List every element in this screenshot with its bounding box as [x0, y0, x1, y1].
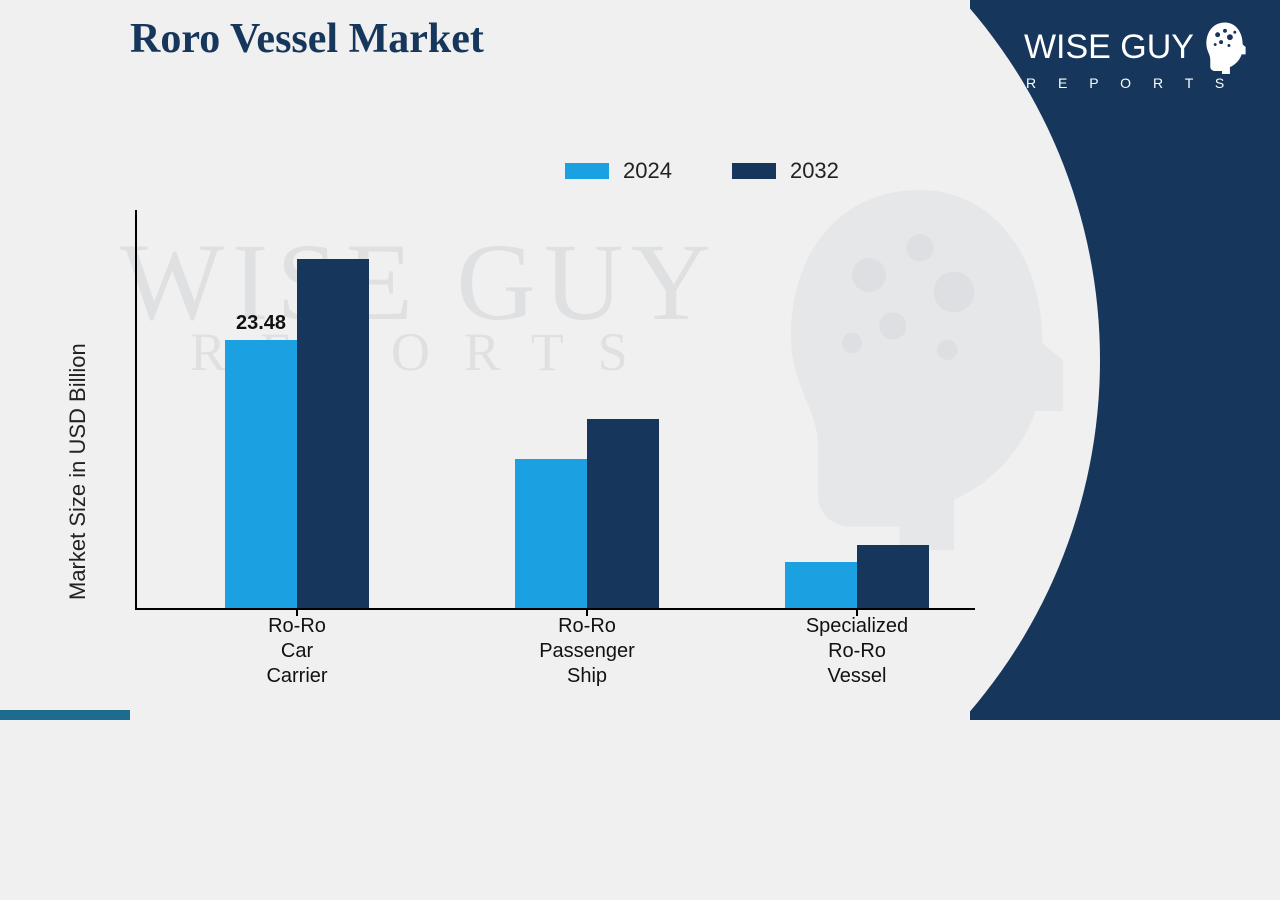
x-axis-label: Ro-Ro Passenger Ship — [497, 614, 677, 689]
brand-head-icon — [1200, 20, 1250, 74]
bar-group: Ro-Ro Passenger Ship — [507, 419, 667, 608]
brand-main-text: WISE GUY — [1024, 30, 1194, 64]
brand-sub-text: R E P O R T S — [1026, 76, 1250, 90]
x-axis-label: Specialized Ro-Ro Vessel — [767, 614, 947, 689]
legend: 2024 2032 — [565, 158, 839, 184]
page-root: WISE GUY REPORTS Roro Vessel Market WISE… — [0, 0, 1280, 720]
legend-swatch-2024 — [565, 163, 609, 179]
brand-logo: WISE GUY R E P O R T S — [1024, 20, 1250, 90]
plot-area: 23.48Ro-Ro Car Carrier Ro-Ro Passenger Sh… — [135, 210, 975, 610]
bar-group: Specialized Ro-Ro Vessel — [777, 545, 937, 608]
x-axis-label: Ro-Ro Car Carrier — [207, 614, 387, 689]
chart-title: Roro Vessel Market — [130, 15, 484, 63]
y-axis-label: Market Size in USD Billion — [65, 343, 91, 600]
bar-value-label: 23.48 — [225, 312, 297, 335]
bar-group: 23.48Ro-Ro Car Carrier — [217, 259, 377, 608]
bar — [515, 459, 587, 608]
chart-area: Market Size in USD Billion 2024 2032 23.… — [75, 160, 975, 690]
bar — [297, 259, 369, 608]
bar — [587, 419, 659, 608]
bar — [857, 545, 929, 608]
legend-item-2024: 2024 — [565, 158, 672, 184]
legend-item-2032: 2032 — [732, 158, 839, 184]
legend-swatch-2032 — [732, 163, 776, 179]
bar: 23.48 — [225, 340, 297, 608]
bottom-accent-bar — [0, 710, 130, 720]
legend-label-2024: 2024 — [623, 158, 672, 184]
legend-label-2032: 2032 — [790, 158, 839, 184]
bar — [785, 562, 857, 608]
